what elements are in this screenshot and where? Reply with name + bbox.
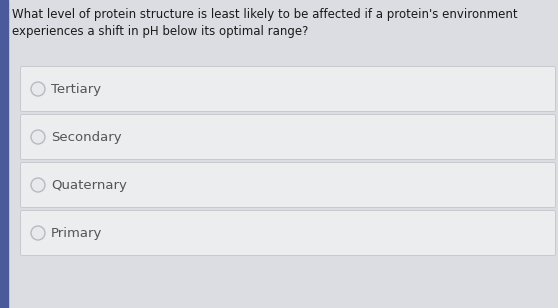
Bar xyxy=(0,0,8,308)
Circle shape xyxy=(31,82,45,96)
FancyBboxPatch shape xyxy=(21,115,556,160)
FancyBboxPatch shape xyxy=(21,163,556,208)
Circle shape xyxy=(31,226,45,240)
Text: Quaternary: Quaternary xyxy=(51,179,127,192)
Text: Secondary: Secondary xyxy=(51,131,122,144)
Text: Tertiary: Tertiary xyxy=(51,83,101,95)
FancyBboxPatch shape xyxy=(21,67,556,111)
Circle shape xyxy=(31,130,45,144)
FancyBboxPatch shape xyxy=(21,210,556,256)
Text: What level of protein structure is least likely to be affected if a protein's en: What level of protein structure is least… xyxy=(12,8,518,38)
Text: Primary: Primary xyxy=(51,226,102,240)
Circle shape xyxy=(31,178,45,192)
